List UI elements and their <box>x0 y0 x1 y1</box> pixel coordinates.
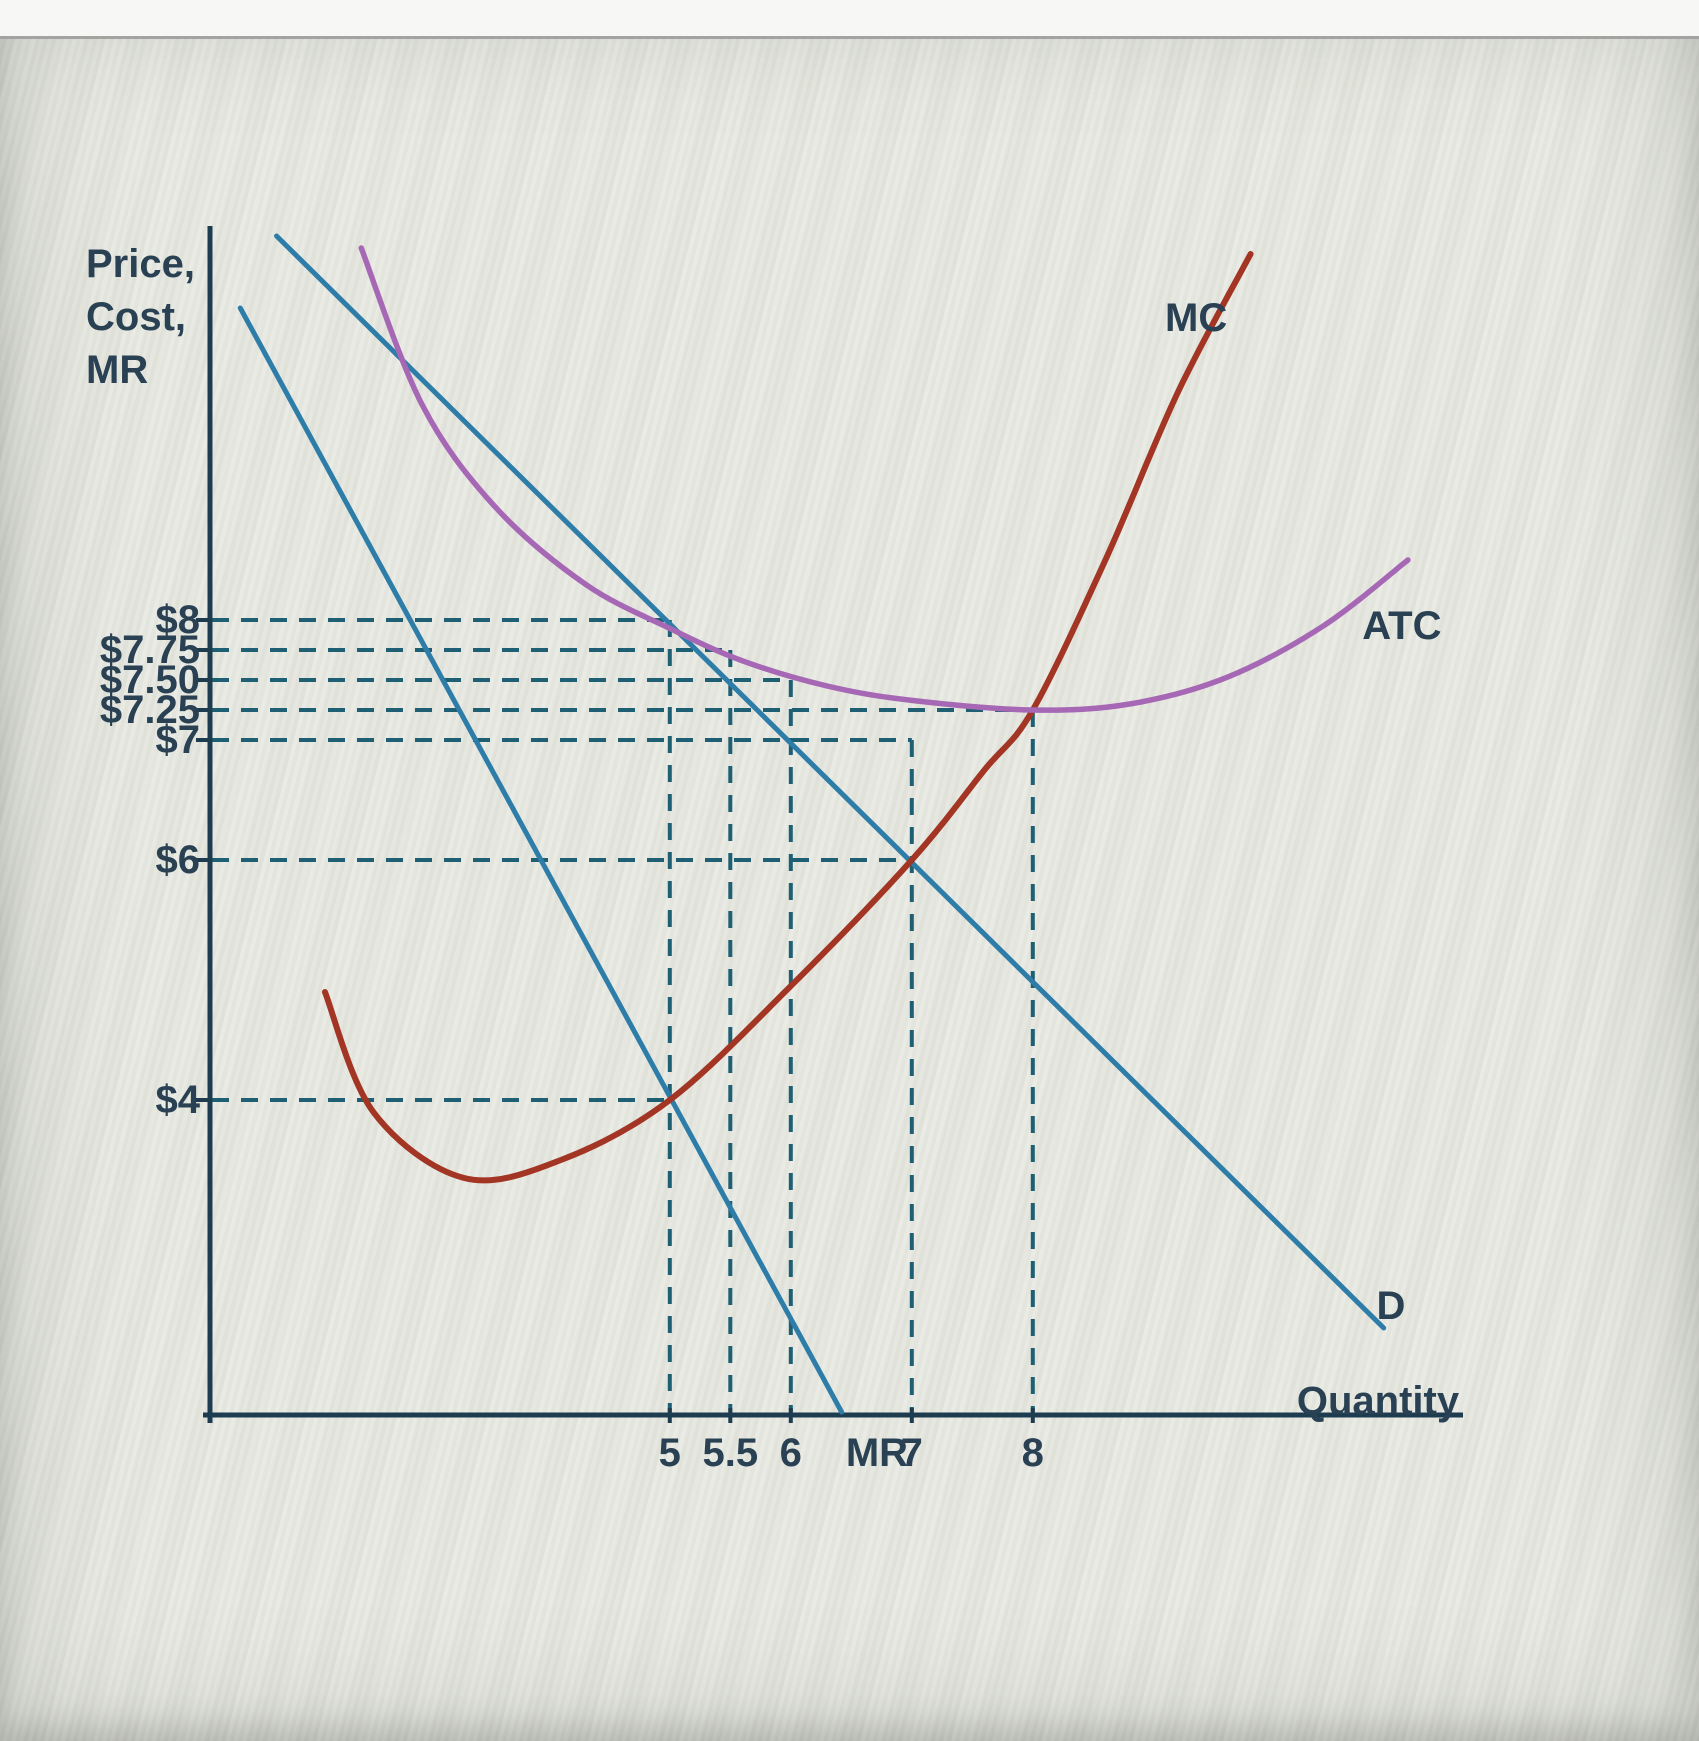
x-tick-6: 6 <box>779 1431 802 1475</box>
atc-curve-label: ATC <box>1362 604 1442 648</box>
price-label-8: $8 <box>155 598 201 642</box>
price-label-7: $7 <box>155 718 201 762</box>
x-tick-5: 5 <box>658 1431 681 1475</box>
y-axis-title: Price, Cost, MR <box>86 242 195 392</box>
mc-curve-label: MC <box>1165 295 1228 340</box>
x-tick-7: 7 <box>900 1431 923 1475</box>
price-label-6: $6 <box>155 838 201 882</box>
price-label-7-25: $7.25 <box>99 688 200 732</box>
price-label-4: $4 <box>155 1078 201 1122</box>
photo-top-edge <box>0 0 1699 39</box>
x-tick-8: 8 <box>1021 1431 1044 1475</box>
x-tick-5-5: 5.5 <box>702 1431 759 1475</box>
price-label-7-75: $7.75 <box>99 628 200 672</box>
mr-curve-label: MR <box>845 1431 909 1475</box>
x-axis-title: Quantity <box>1296 1379 1460 1423</box>
mc-curve <box>321 251 1254 1184</box>
demand-curve-label: D <box>1376 1284 1406 1329</box>
price-label-7-50: $7.50 <box>99 658 200 702</box>
mr-curve <box>237 305 845 1415</box>
d-curve <box>274 233 1387 1331</box>
atc-curve <box>358 245 1411 713</box>
